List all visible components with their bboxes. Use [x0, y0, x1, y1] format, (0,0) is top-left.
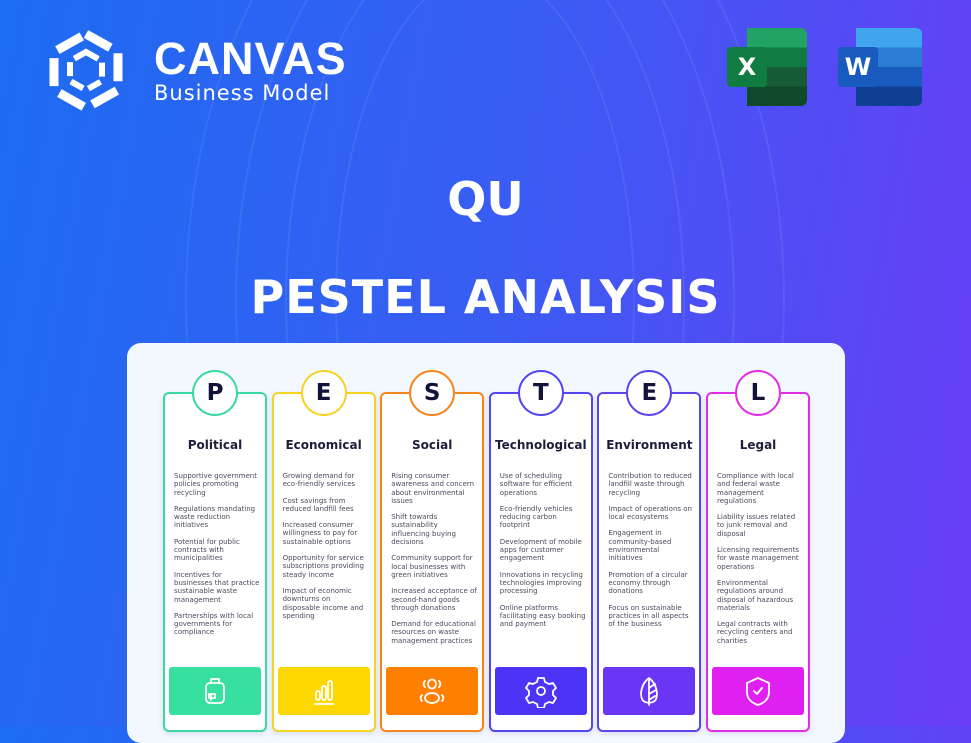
list-item: Growing demand for eco-friendly services: [282, 472, 356, 489]
letter-badge: S: [409, 370, 456, 416]
list-item: Use of scheduling software for efficient…: [499, 472, 573, 497]
list-item: Community support for local businesses w…: [391, 554, 473, 579]
list-item: Legal contracts with recycling centers a…: [717, 620, 793, 645]
list-item: Opportunity for service subscriptions pr…: [282, 554, 364, 579]
list-item: Development of mobile apps for customer …: [499, 537, 582, 563]
card-title: Technological: [495, 438, 587, 452]
letter-badge: P: [192, 370, 238, 416]
pestel-card-legal: L Legal Compliance with local and federal…: [706, 370, 810, 732]
list-item: Regulations mandating waste reduction in…: [174, 504, 256, 530]
card-title: Political: [187, 438, 243, 452]
letter-badge: T: [517, 370, 564, 416]
excel-icon[interactable]: X: [727, 28, 807, 106]
list-item: Compliance with local and federal waste …: [717, 472, 794, 505]
leaf-icon: [640, 677, 659, 706]
card-title: Environment: [606, 438, 693, 452]
letter-badge: E: [300, 370, 347, 416]
card-footer: [494, 667, 587, 715]
word-icon[interactable]: W: [838, 28, 922, 106]
canvas-logo: CANVAS Business Model: [46, 28, 347, 114]
list-item: Promotion of a circular economy through …: [608, 570, 688, 596]
list-item: Eco-friendly vehicles reducing carbon fo…: [499, 504, 573, 530]
users-icon: [419, 678, 445, 704]
card-footer: [277, 667, 370, 715]
list-item: Impact of operations on local ecosystems: [608, 504, 692, 522]
list-item: Partnerships with local governments for …: [174, 611, 254, 637]
company-title: QU: [447, 172, 524, 226]
card-footer: [386, 667, 479, 715]
page-title: PESTEL ANALYSIS: [250, 270, 721, 324]
list-item: Innovations in recycling technologies im…: [499, 570, 583, 596]
list-item: Supportive government policies promoting…: [174, 472, 257, 497]
brand-tagline: Business Model: [154, 81, 331, 105]
list-item: Online platforms facilitating easy booki…: [499, 603, 586, 629]
briefcase-icon: [205, 678, 225, 704]
pestel-card-political: P Political Supportive government policie…: [163, 370, 267, 732]
card-title: Social: [412, 438, 453, 452]
pestel-card-technological: T Technological Use of scheduling softwar…: [488, 370, 593, 732]
pestel-card-economical: E Economical Growing demand for eco-frien…: [271, 370, 376, 732]
card-footer: [712, 667, 804, 715]
shield-check-icon: [746, 677, 770, 706]
card-title: Legal: [739, 438, 777, 452]
list-item: Liability issues related to junk removal…: [717, 513, 796, 538]
card-footer: [169, 667, 261, 715]
list-item: Rising consumer awareness and concern ab…: [391, 472, 475, 505]
pestel-card-social: S Social Rising consumer awareness and co…: [380, 370, 485, 732]
pestel-card-environment: E Environment Contribution to reduced lan…: [597, 370, 702, 732]
list-item: Demand for educational resources on wast…: [391, 620, 476, 645]
list-item: Engagement in community-based environmen…: [608, 529, 672, 563]
list-item: Focus on sustainable practices in all as…: [608, 603, 689, 629]
card-title: Economical: [285, 438, 362, 452]
list-item: Licensing requirements for waste managem…: [717, 546, 799, 571]
list-item: Shift towards sustainability influencing…: [391, 513, 456, 547]
list-item: Cost savings from reduced landfill fees: [282, 496, 354, 513]
list-item: Environmental regulations around disposa…: [717, 578, 794, 612]
letter-badge: L: [735, 370, 781, 416]
brand-name: CANVAS: [154, 33, 347, 84]
list-item: Potential for public contracts with muni…: [174, 537, 240, 563]
gear-icon: [524, 677, 557, 708]
list-item: Incentives for businesses that practice …: [174, 570, 260, 604]
bar-chart-icon: [313, 680, 334, 705]
list-item: Increased acceptance of second-hand good…: [391, 587, 477, 612]
list-item: Impact of economic downturns on disposab…: [282, 586, 364, 620]
hexagon-logo-icon: [49, 28, 123, 114]
list-item: Increased consumer willingness to pay fo…: [282, 521, 358, 546]
card-footer: [603, 667, 696, 715]
letter-badge: E: [626, 370, 673, 416]
list-item: Contribution to reduced landfill waste t…: [608, 472, 692, 497]
